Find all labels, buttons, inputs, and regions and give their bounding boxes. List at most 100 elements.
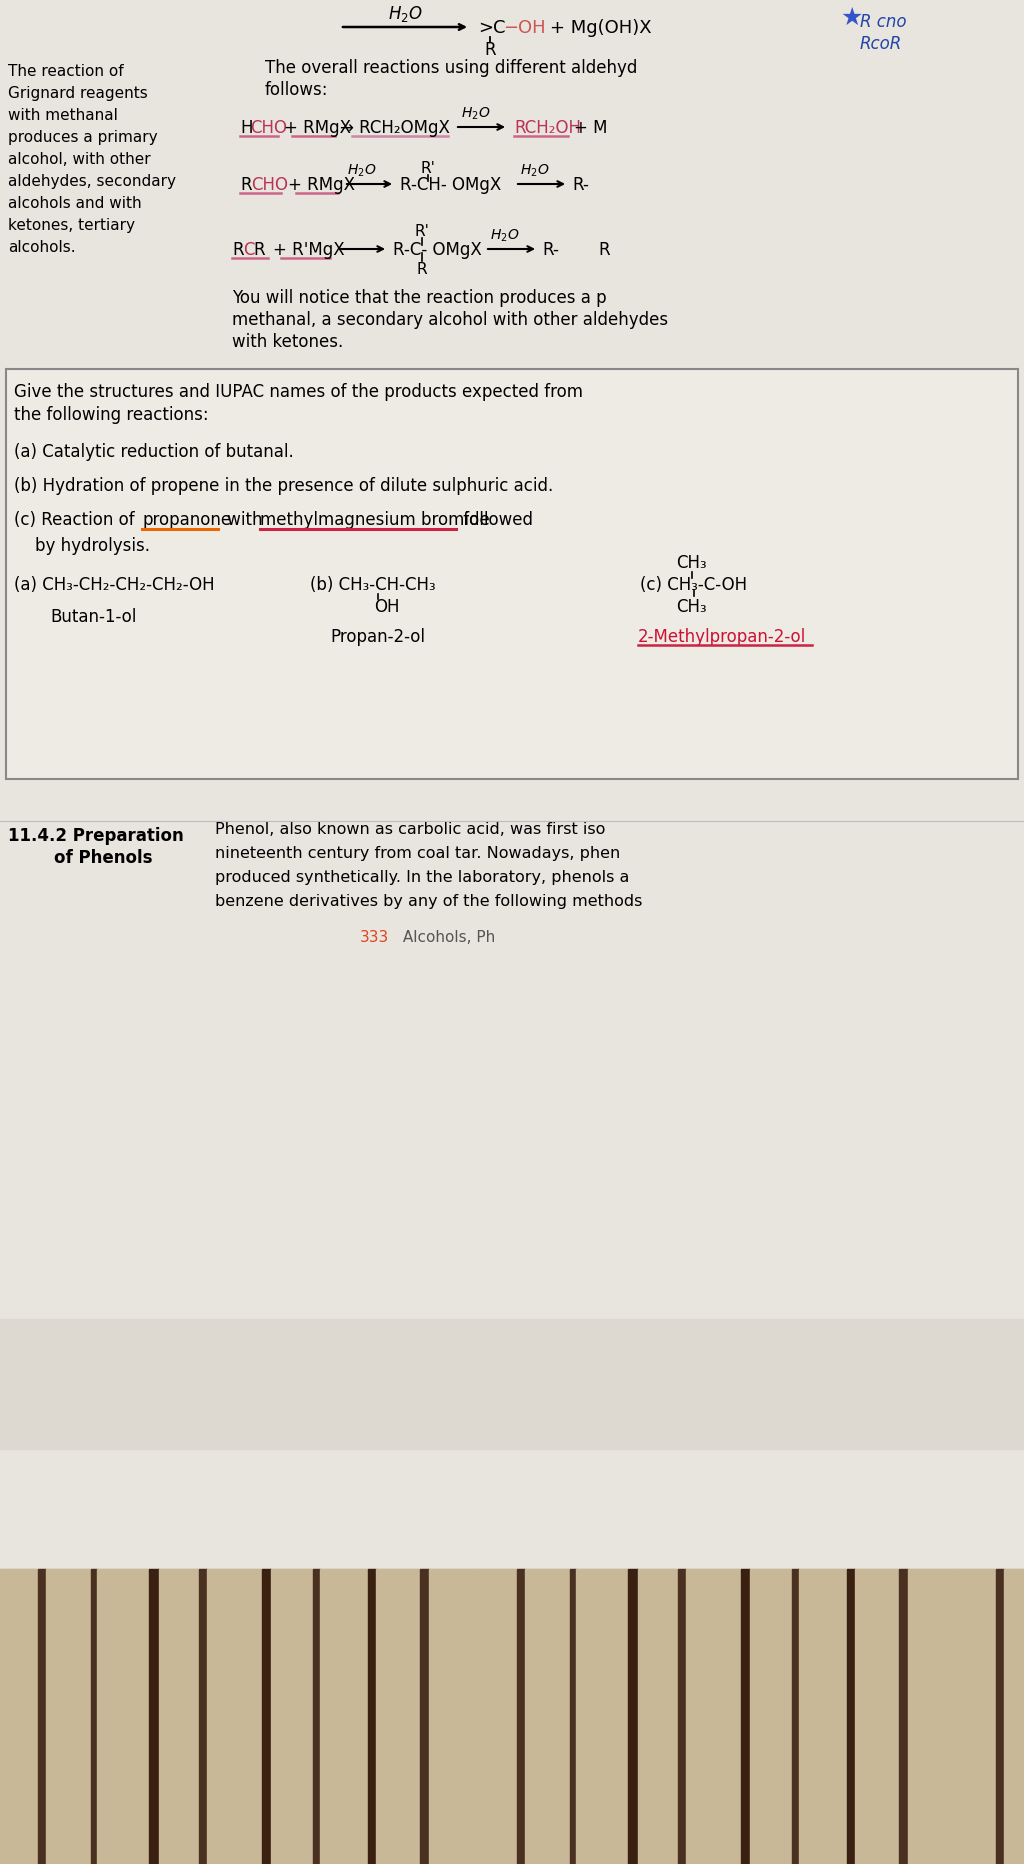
Text: produces a primary: produces a primary bbox=[8, 130, 158, 145]
Text: aldehydes, secondary: aldehydes, secondary bbox=[8, 175, 176, 190]
Text: R': R' bbox=[415, 224, 429, 239]
Text: + RMgX: + RMgX bbox=[288, 175, 355, 194]
Text: OH: OH bbox=[374, 598, 399, 615]
Bar bbox=[525, 1569, 570, 1864]
Bar bbox=[570, 1569, 575, 1864]
Text: propanone: propanone bbox=[142, 511, 231, 529]
Text: (c) Reaction of: (c) Reaction of bbox=[14, 511, 140, 529]
Text: Propan-2-ol: Propan-2-ol bbox=[330, 628, 425, 645]
Text: R-: R- bbox=[572, 175, 589, 194]
Text: CHO: CHO bbox=[250, 119, 287, 136]
Text: R: R bbox=[417, 263, 427, 278]
Bar bbox=[207, 1569, 262, 1864]
Text: (c) CH₃-C-OH: (c) CH₃-C-OH bbox=[640, 576, 748, 593]
Text: Phenol, also known as carbolic acid, was first iso: Phenol, also known as carbolic acid, was… bbox=[215, 822, 605, 837]
Bar bbox=[575, 1569, 628, 1864]
Text: ★: ★ bbox=[840, 6, 862, 30]
Text: + M: + M bbox=[574, 119, 607, 136]
Bar bbox=[686, 1569, 741, 1864]
Text: with: with bbox=[222, 511, 267, 529]
Bar bbox=[0, 1569, 1024, 1864]
Text: with ketones.: with ketones. bbox=[232, 334, 343, 350]
Text: follows:: follows: bbox=[265, 80, 329, 99]
Text: alcohol, with other: alcohol, with other bbox=[8, 153, 151, 168]
Text: methanal, a secondary alcohol with other aldehydes: methanal, a secondary alcohol with other… bbox=[232, 311, 668, 328]
Text: 2-Methylpropan-2-ol: 2-Methylpropan-2-ol bbox=[638, 628, 806, 645]
Text: (b) CH₃-CH-CH₃: (b) CH₃-CH-CH₃ bbox=[310, 576, 435, 593]
Text: The overall reactions using different aldehyd: The overall reactions using different al… bbox=[265, 60, 637, 76]
Text: Give the structures and IUPAC names of the products expected from: Give the structures and IUPAC names of t… bbox=[14, 382, 583, 401]
Bar bbox=[313, 1569, 319, 1864]
Bar bbox=[38, 1569, 46, 1864]
Bar bbox=[750, 1569, 792, 1864]
Text: 11.4.2 Preparation: 11.4.2 Preparation bbox=[8, 826, 183, 844]
Bar bbox=[479, 1569, 517, 1864]
Bar bbox=[46, 1569, 91, 1864]
Bar bbox=[996, 1569, 1004, 1864]
Text: + R'MgX: + R'MgX bbox=[273, 240, 345, 259]
Text: benzene derivatives by any of the following methods: benzene derivatives by any of the follow… bbox=[215, 895, 642, 910]
Text: alcohols.: alcohols. bbox=[8, 240, 76, 255]
Text: CH₃: CH₃ bbox=[676, 554, 707, 572]
Text: $H_2O$: $H_2O$ bbox=[388, 4, 423, 24]
Text: methylmagnesium bromide: methylmagnesium bromide bbox=[260, 511, 489, 529]
Bar bbox=[799, 1569, 847, 1864]
Text: followed: followed bbox=[458, 511, 534, 529]
Text: Butan-1-ol: Butan-1-ol bbox=[50, 608, 136, 626]
Text: C: C bbox=[243, 240, 255, 259]
Text: R-: R- bbox=[542, 240, 559, 259]
Text: R cno: R cno bbox=[860, 13, 906, 32]
Text: −: − bbox=[503, 19, 518, 37]
Text: Grignard reagents: Grignard reagents bbox=[8, 86, 147, 101]
Text: You will notice that the reaction produces a p: You will notice that the reaction produc… bbox=[232, 289, 606, 308]
Bar bbox=[91, 1569, 97, 1864]
Text: R-C- OMgX: R-C- OMgX bbox=[393, 240, 481, 259]
Bar bbox=[628, 1569, 638, 1864]
Text: CH₃: CH₃ bbox=[676, 598, 707, 615]
Text: $H_2O$: $H_2O$ bbox=[490, 227, 520, 244]
Bar bbox=[0, 1320, 1024, 1448]
Text: $H_2O$: $H_2O$ bbox=[347, 162, 377, 179]
Bar bbox=[199, 1569, 207, 1864]
Bar bbox=[855, 1569, 899, 1864]
Text: RcoR: RcoR bbox=[860, 35, 902, 52]
Text: of Phenols: of Phenols bbox=[8, 848, 153, 867]
Text: by hydrolysis.: by hydrolysis. bbox=[14, 537, 150, 555]
Text: (a) CH₃-CH₂-CH₂-CH₂-OH: (a) CH₃-CH₂-CH₂-CH₂-OH bbox=[14, 576, 215, 593]
Text: $H_2O$: $H_2O$ bbox=[462, 106, 490, 123]
Bar bbox=[517, 1569, 525, 1864]
Text: + RMgX: + RMgX bbox=[284, 119, 351, 136]
Text: $H_2O$: $H_2O$ bbox=[520, 162, 550, 179]
Bar bbox=[150, 1569, 159, 1864]
Bar bbox=[319, 1569, 368, 1864]
Bar bbox=[6, 369, 1018, 779]
Bar bbox=[958, 1569, 996, 1864]
Text: >C: >C bbox=[478, 19, 506, 37]
Text: OH: OH bbox=[518, 19, 546, 37]
Text: R: R bbox=[240, 175, 252, 194]
Text: the following reactions:: the following reactions: bbox=[14, 406, 209, 423]
Bar bbox=[159, 1569, 199, 1864]
Text: R: R bbox=[232, 240, 244, 259]
Text: (b) Hydration of propene in the presence of dilute sulphuric acid.: (b) Hydration of propene in the presence… bbox=[14, 477, 553, 494]
Bar bbox=[368, 1569, 376, 1864]
Bar bbox=[847, 1569, 855, 1864]
Bar bbox=[741, 1569, 750, 1864]
Bar bbox=[262, 1569, 271, 1864]
Bar bbox=[97, 1569, 150, 1864]
Bar bbox=[908, 1569, 958, 1864]
Text: R-CH- OMgX: R-CH- OMgX bbox=[400, 175, 502, 194]
Bar bbox=[638, 1569, 678, 1864]
Text: + Mg(OH)X: + Mg(OH)X bbox=[550, 19, 651, 37]
Bar bbox=[376, 1569, 420, 1864]
Text: Alcohols, Ph: Alcohols, Ph bbox=[398, 930, 496, 945]
Bar bbox=[271, 1569, 313, 1864]
Text: R: R bbox=[253, 240, 264, 259]
Text: produced synthetically. In the laboratory, phenols a: produced synthetically. In the laborator… bbox=[215, 870, 630, 885]
Text: R: R bbox=[598, 240, 609, 259]
Bar bbox=[420, 1569, 429, 1864]
Text: (a) Catalytic reduction of butanal.: (a) Catalytic reduction of butanal. bbox=[14, 444, 294, 460]
Bar bbox=[678, 1569, 686, 1864]
Text: The reaction of: The reaction of bbox=[8, 65, 124, 80]
Bar bbox=[429, 1569, 479, 1864]
